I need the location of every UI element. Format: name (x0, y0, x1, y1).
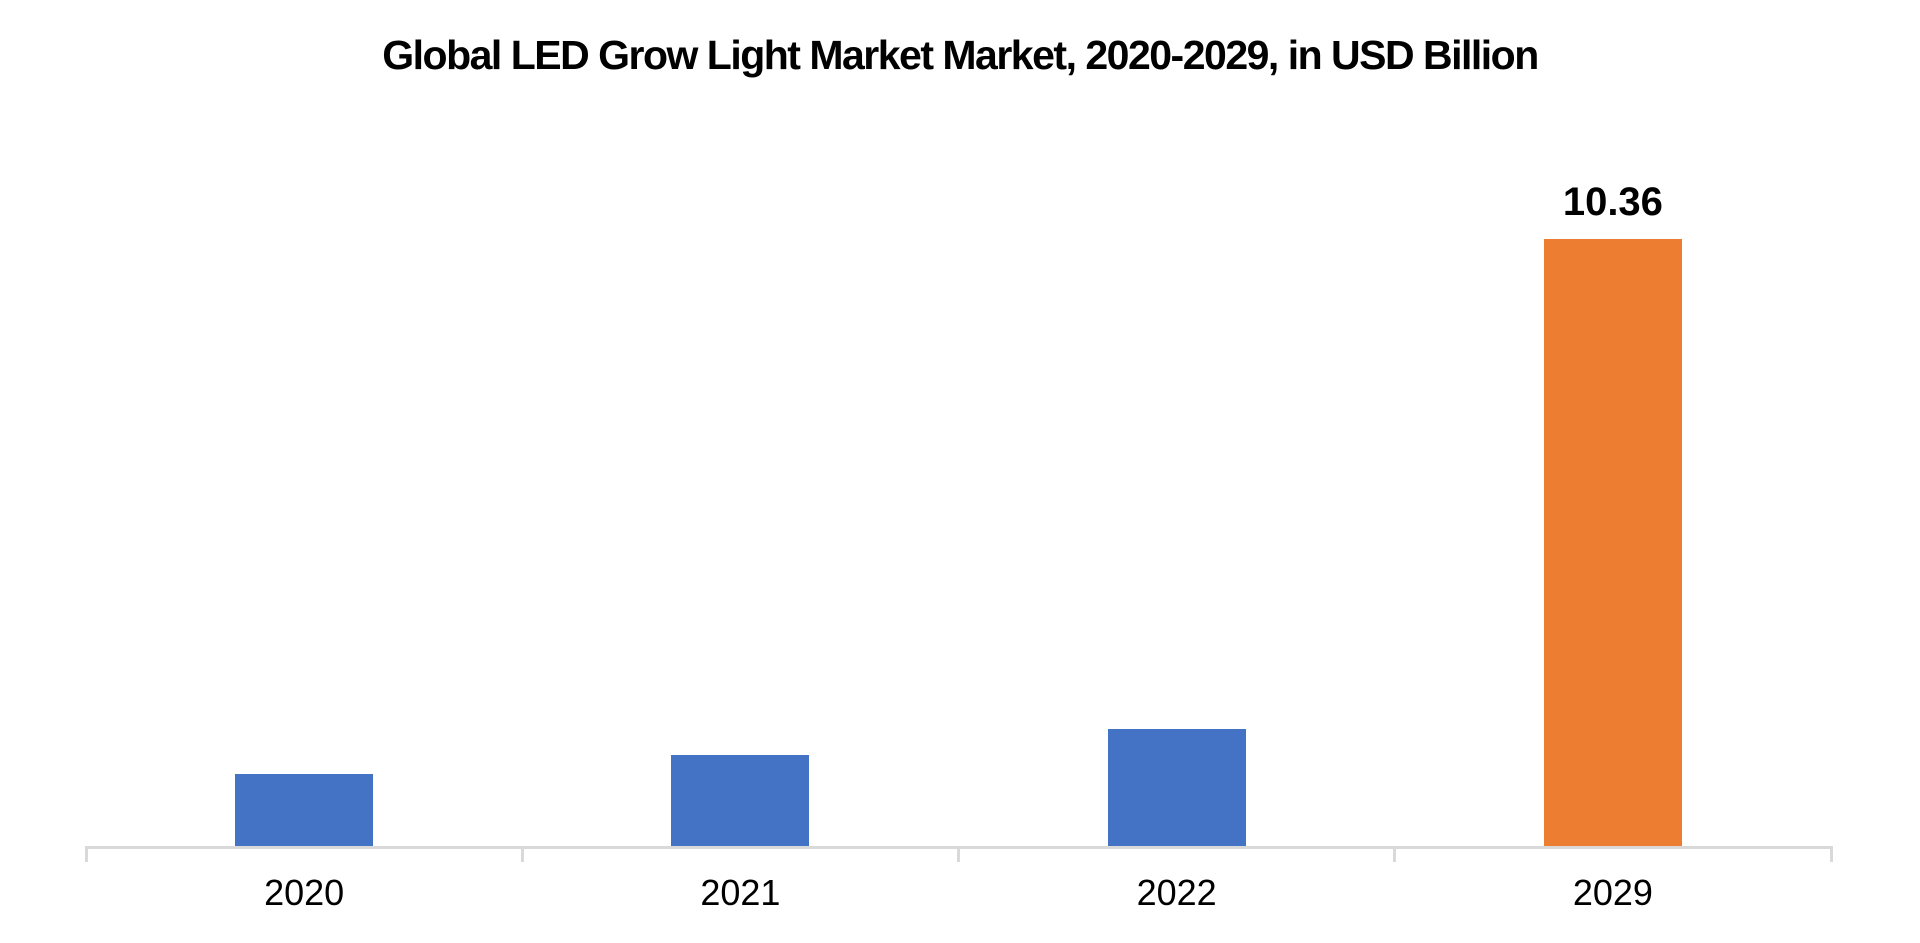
bar-slot-2022 (959, 0, 1395, 847)
bars-layer: 10.36 (86, 0, 1831, 847)
bar-2029 (1543, 239, 1682, 847)
bar-slot-2020 (86, 0, 522, 847)
plot-area: 10.36 2020 2021 2022 2029 (84, 0, 1833, 943)
bar-2021 (671, 754, 810, 847)
x-axis-labels: 2020 2021 2022 2029 (86, 0, 1831, 943)
x-axis-label-2021: 2021 (700, 872, 781, 913)
chart-title: Global LED Grow Light Market Market, 202… (382, 32, 1539, 78)
x-axis-label-2022: 2022 (1136, 872, 1217, 913)
bar-2020 (235, 774, 374, 847)
bar-slot-2029: 10.36 (1395, 0, 1831, 847)
x-axis-label-2029: 2029 (1572, 872, 1653, 913)
bar-2022 (1107, 729, 1246, 847)
value-label-2029: 10.36 (1562, 180, 1663, 224)
bar-slot-2021 (522, 0, 958, 847)
x-axis-label-2020: 2020 (264, 872, 345, 913)
